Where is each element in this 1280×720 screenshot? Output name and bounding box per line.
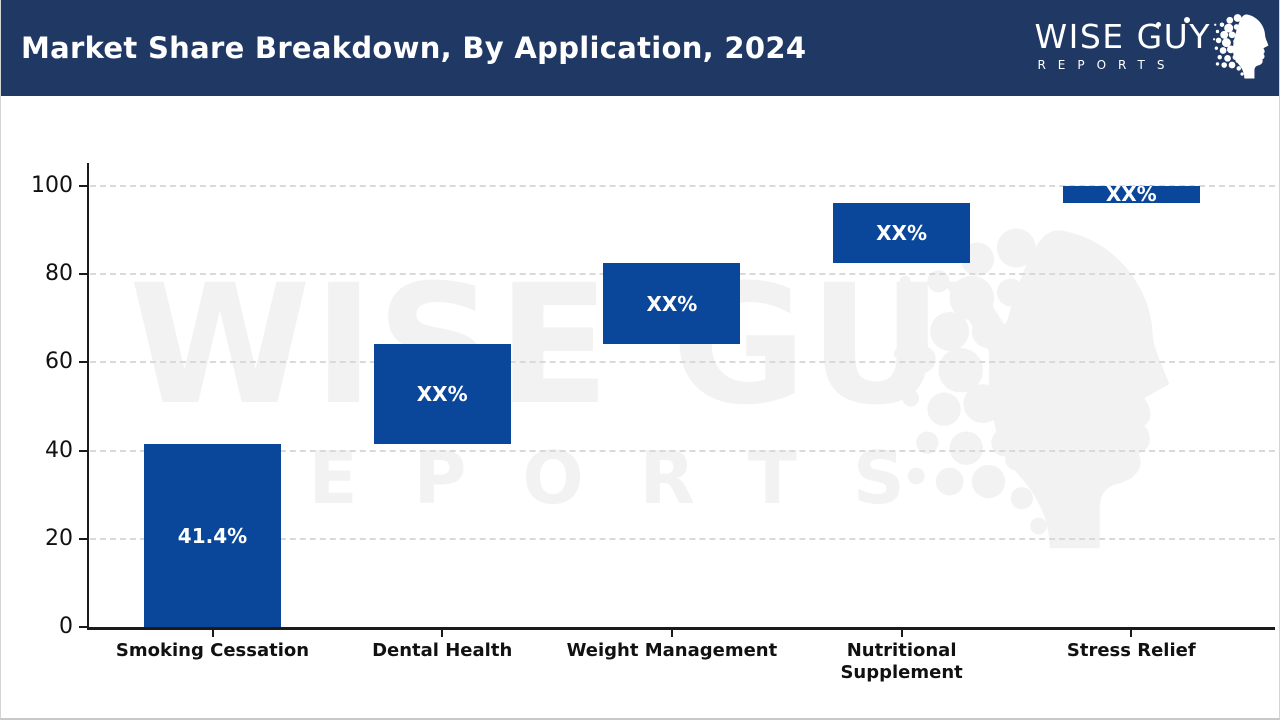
bar-fill bbox=[373, 344, 511, 445]
y-axis-tick bbox=[79, 273, 87, 276]
gridline bbox=[90, 449, 1275, 452]
gridline bbox=[90, 185, 1275, 187]
y-axis-tick-label: 40 bbox=[45, 437, 73, 463]
y-axis-tick-label: 80 bbox=[45, 261, 73, 287]
logo-accent-dot bbox=[1156, 22, 1162, 28]
bar-label-clip: XX% bbox=[374, 344, 511, 444]
bar-segment: 41.4%41.4% bbox=[144, 444, 281, 627]
x-axis-category-label: Dental Health bbox=[372, 640, 513, 661]
logo-text-block: WISE GUY REPORTS bbox=[1034, 17, 1211, 72]
y-axis-tick bbox=[79, 537, 87, 540]
x-axis-line bbox=[87, 627, 1275, 630]
y-axis-tick-label: 20 bbox=[45, 525, 73, 551]
y-axis-tick-label: 60 bbox=[45, 349, 73, 375]
y-axis-line bbox=[87, 163, 89, 630]
y-axis-tick bbox=[79, 449, 87, 452]
logo-subtext: REPORTS bbox=[1037, 57, 1177, 72]
logo-accent-dot bbox=[1184, 17, 1191, 24]
bar-segment: XX%XX% bbox=[833, 202, 971, 263]
bar-label-clip: XX% bbox=[603, 263, 740, 345]
bar-fill bbox=[1062, 186, 1200, 203]
bar-segment: XX%XX% bbox=[1062, 182, 1200, 206]
bar-fill bbox=[603, 262, 741, 345]
y-axis-tick bbox=[79, 361, 87, 364]
y-axis-tick bbox=[79, 185, 87, 187]
bar-value-label: XX% bbox=[876, 220, 928, 245]
bar-value-label: XX% bbox=[1105, 186, 1157, 203]
bar-label-clip: XX% bbox=[1063, 186, 1200, 203]
x-axis-tick bbox=[211, 630, 214, 637]
x-axis-tick bbox=[1130, 630, 1133, 637]
x-axis-category-label: Smoking Cessation bbox=[115, 640, 310, 661]
bar-value-label: XX% bbox=[416, 382, 468, 407]
gridline bbox=[90, 537, 1275, 540]
bar-fill bbox=[833, 202, 971, 263]
dotted-head-icon bbox=[1213, 14, 1269, 79]
bar-value-label: XX% bbox=[646, 291, 698, 316]
bar-segment: XX%XX% bbox=[373, 344, 511, 445]
wise-guy-logo: WISE GUY REPORTS bbox=[1034, 8, 1269, 84]
x-axis-category-label: Nutritional Supplement bbox=[840, 640, 963, 683]
x-axis-category-label: Weight Management bbox=[566, 640, 778, 661]
x-axis-tick bbox=[900, 630, 903, 637]
bar-value-label: 41.4% bbox=[177, 523, 248, 548]
watermark-subtext: REPORTS bbox=[197, 436, 961, 520]
y-axis-tick bbox=[79, 626, 87, 628]
bar-label-clip: XX% bbox=[833, 203, 970, 263]
header-bar: Market Share Breakdown, By Application, … bbox=[1, 0, 1279, 96]
watermark-head-icon bbox=[894, 228, 1170, 549]
bar-segment: XX%XX% bbox=[603, 262, 741, 345]
gridline bbox=[90, 361, 1275, 364]
y-axis-tick-label: 0 bbox=[59, 614, 73, 639]
y-axis-tick-label: 100 bbox=[31, 173, 73, 198]
bar-fill bbox=[144, 444, 281, 627]
x-axis-category-label: Stress Relief bbox=[1066, 640, 1196, 661]
page-title: Market Share Breakdown, By Application, … bbox=[21, 31, 807, 65]
logo-wordmark: WISE GUY bbox=[1034, 17, 1211, 57]
bar-label-clip: 41.4% bbox=[144, 444, 281, 627]
x-axis-tick bbox=[441, 630, 444, 637]
x-axis-tick bbox=[670, 630, 673, 637]
